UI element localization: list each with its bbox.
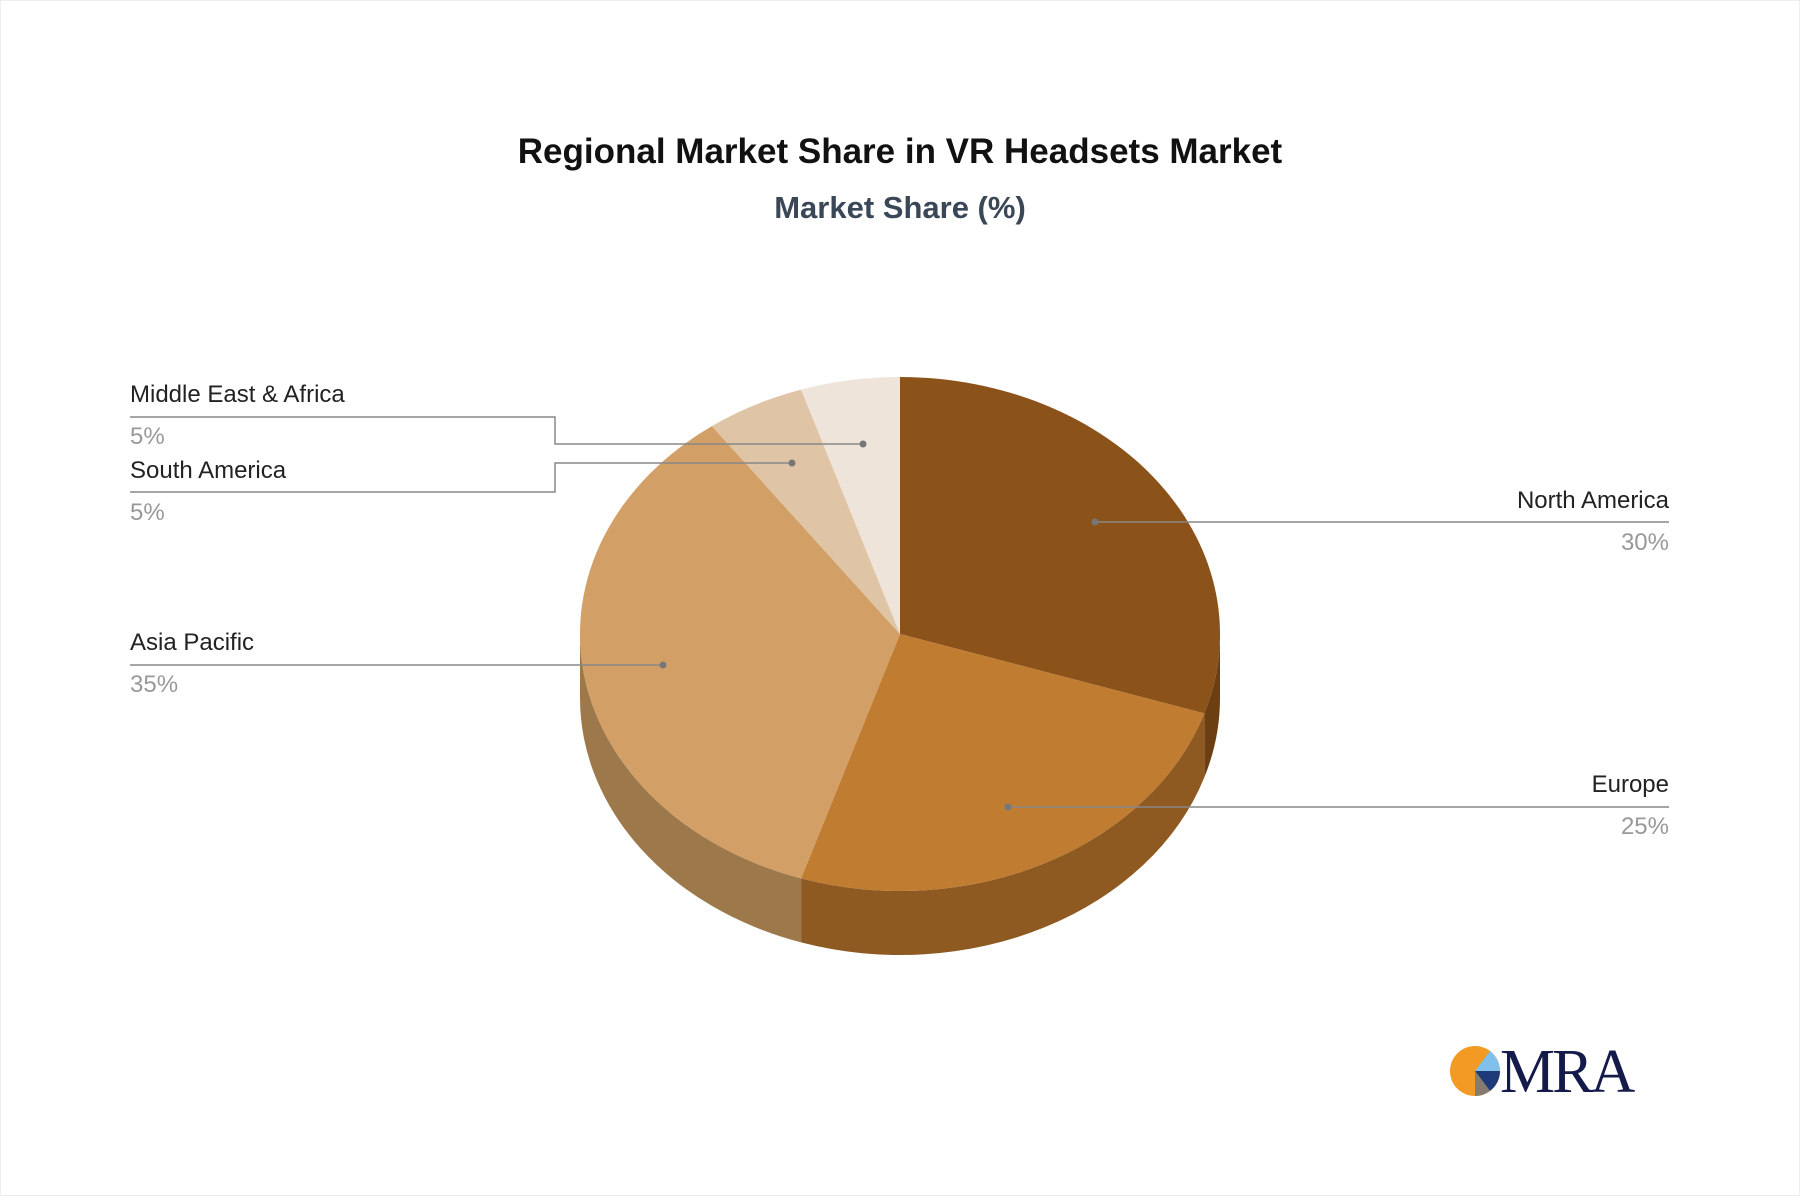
chart-subtitle: Market Share (%) [774, 190, 1026, 225]
label-north-america: North America [1516, 487, 1669, 514]
pie-side-north-america [1204, 634, 1220, 778]
pie-slice-middle-east-africa[interactable] [801, 377, 900, 634]
logo-text: MRA [1500, 1038, 1635, 1106]
leader-dot-europe [1004, 803, 1012, 811]
pie-side-europe [801, 713, 1205, 955]
label-europe: Europe [1591, 771, 1669, 798]
logo-pie-icon [1450, 1046, 1500, 1096]
pie-slice-europe[interactable] [801, 634, 1205, 891]
pie-slice-south-america[interactable] [711, 389, 900, 634]
mra-logo: MRA [1448, 1040, 1638, 1104]
leader-dot-middle-east-africa [859, 440, 867, 448]
label-south-america: South America [130, 457, 287, 484]
value-europe: 25% [1620, 813, 1669, 840]
label-middle-east-africa: Middle East & Africa [130, 381, 345, 408]
chart-title: Regional Market Share in VR Headsets Mar… [517, 132, 1283, 171]
value-asia-pacific: 35% [130, 671, 179, 698]
leader-dot-south-america [788, 459, 796, 467]
pie-slice-asia-pacific[interactable] [580, 426, 900, 879]
leader-dot-asia-pacific [659, 661, 667, 669]
leader-dot-north-america [1091, 518, 1099, 526]
leader-line-middle-east-africa [130, 416, 863, 445]
leader-line-south-america [130, 462, 792, 493]
value-south-america: 5% [130, 499, 165, 526]
pie-slice-north-america[interactable] [900, 377, 1220, 714]
label-asia-pacific: Asia Pacific [130, 629, 255, 656]
value-north-america: 30% [1620, 529, 1669, 556]
value-middle-east-africa: 5% [130, 423, 165, 450]
pie-side-asia-pacific [580, 634, 802, 943]
